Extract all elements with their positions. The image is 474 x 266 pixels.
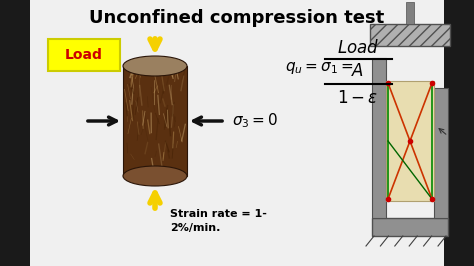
FancyBboxPatch shape: [48, 39, 120, 71]
Bar: [406, 2, 414, 24]
Text: $1 - \varepsilon$: $1 - \varepsilon$: [337, 89, 379, 107]
Ellipse shape: [123, 56, 187, 76]
Bar: [372, 218, 448, 236]
Bar: [370, 24, 450, 46]
Text: $\sigma_3 = 0$: $\sigma_3 = 0$: [232, 112, 278, 130]
Bar: [30, 0, 444, 266]
Bar: [372, 58, 386, 218]
Text: Load: Load: [65, 48, 103, 62]
Bar: [434, 88, 448, 218]
Ellipse shape: [123, 166, 187, 186]
Bar: [123, 66, 187, 176]
Text: $Load$: $Load$: [337, 39, 379, 57]
Text: $q_u = \sigma_1 = $: $q_u = \sigma_1 = $: [285, 60, 354, 76]
Text: Unconfined compression test: Unconfined compression test: [90, 9, 384, 27]
Bar: [386, 81, 434, 201]
Text: $A$: $A$: [351, 62, 365, 80]
Text: Strain rate = 1-
2%/min.: Strain rate = 1- 2%/min.: [170, 209, 267, 232]
